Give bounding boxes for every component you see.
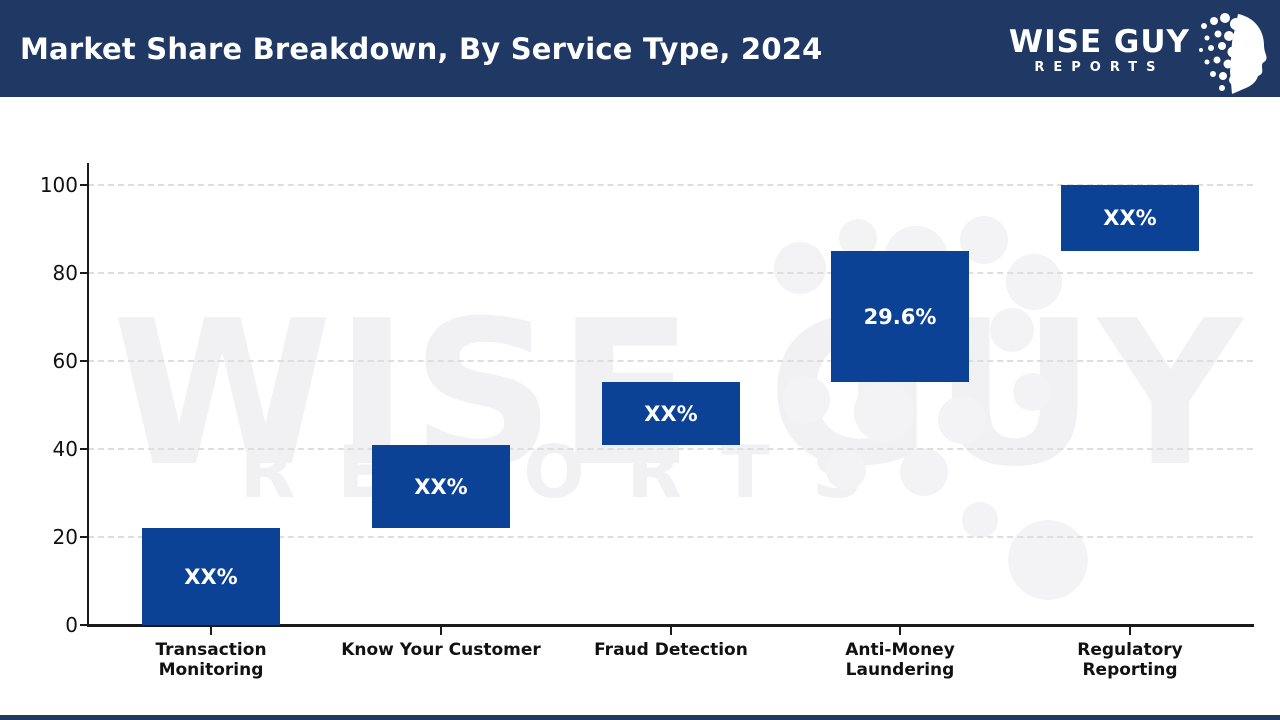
gridline-20 (88, 536, 1253, 538)
bar-value-label-regulatory-reporting: XX% (1103, 206, 1157, 231)
y-tick-60 (80, 360, 88, 362)
gridline-60 (88, 360, 1253, 362)
brand-logo-line1: WISE GUY (1008, 24, 1190, 60)
x-axis-line (87, 624, 1254, 627)
x-label-line: Anti-Money (845, 640, 955, 660)
x-tick-anti-money-laundering (899, 627, 901, 635)
y-tick-100 (80, 184, 88, 186)
watermark-text-reports: REPORTS (240, 430, 906, 514)
gridline-100 (88, 184, 1253, 186)
x-label-line: Fraud Detection (594, 640, 748, 660)
x-label-line: Transaction (155, 640, 267, 660)
bar-value-label-transaction-monitoring: XX% (184, 564, 238, 589)
x-label-know-your-customer: Know Your Customer (331, 640, 551, 660)
x-label-transaction-monitoring: Transaction Monitoring (101, 640, 321, 680)
gridline-80 (88, 272, 1253, 274)
y-tick-label-60: 60 (52, 349, 78, 373)
gridline-40 (88, 448, 1253, 450)
x-label-regulatory-reporting: Regulatory Reporting (1020, 640, 1240, 680)
bar-value-label-know-your-customer: XX% (414, 474, 468, 499)
y-tick-label-80: 80 (52, 261, 78, 285)
header-bar: Market Share Breakdown, By Service Type,… (0, 0, 1280, 97)
y-tick-80 (80, 272, 88, 274)
bar-transaction-monitoring: XX% (142, 528, 280, 625)
x-tick-transaction-monitoring (210, 627, 212, 635)
y-tick-20 (80, 536, 88, 538)
page-title: Market Share Breakdown, By Service Type,… (20, 31, 823, 66)
x-label-line: Laundering (845, 660, 955, 680)
bar-fraud-detection: XX% (602, 381, 740, 446)
x-label-line: Reporting (1082, 660, 1178, 680)
brand-logo: WISE GUY REPORTS (1009, 8, 1268, 94)
bar-know-your-customer: XX% (372, 445, 510, 529)
x-tick-regulatory-reporting (1129, 627, 1131, 635)
x-label-fraud-detection: Fraud Detection (561, 640, 781, 660)
x-label-line: Monitoring (158, 660, 264, 680)
bar-anti-money-laundering: 29.6% (831, 251, 969, 382)
x-tick-know-your-customer (440, 627, 442, 635)
y-tick-0 (80, 624, 88, 626)
brand-logo-head-icon (1199, 13, 1267, 94)
bar-regulatory-reporting: XX% (1061, 185, 1199, 252)
brand-logo-text: WISE GUY REPORTS (1009, 26, 1190, 75)
bar-value-label-anti-money-laundering: 29.6% (863, 304, 937, 329)
x-label-line: Know Your Customer (341, 640, 541, 660)
x-tick-fraud-detection (670, 627, 672, 635)
y-tick-40 (80, 448, 88, 450)
y-axis-line (87, 163, 89, 626)
x-label-anti-money-laundering: Anti-Money Laundering (790, 640, 1010, 680)
y-tick-label-20: 20 (52, 525, 78, 549)
y-tick-label-40: 40 (52, 437, 78, 461)
y-tick-label-100: 100 (39, 173, 78, 197)
bar-value-label-fraud-detection: XX% (644, 401, 698, 426)
y-tick-label-0: 0 (65, 613, 78, 637)
brand-logo-line2: REPORTS (1034, 60, 1165, 75)
footer-bar (0, 715, 1280, 720)
x-label-line: Regulatory (1077, 640, 1183, 660)
